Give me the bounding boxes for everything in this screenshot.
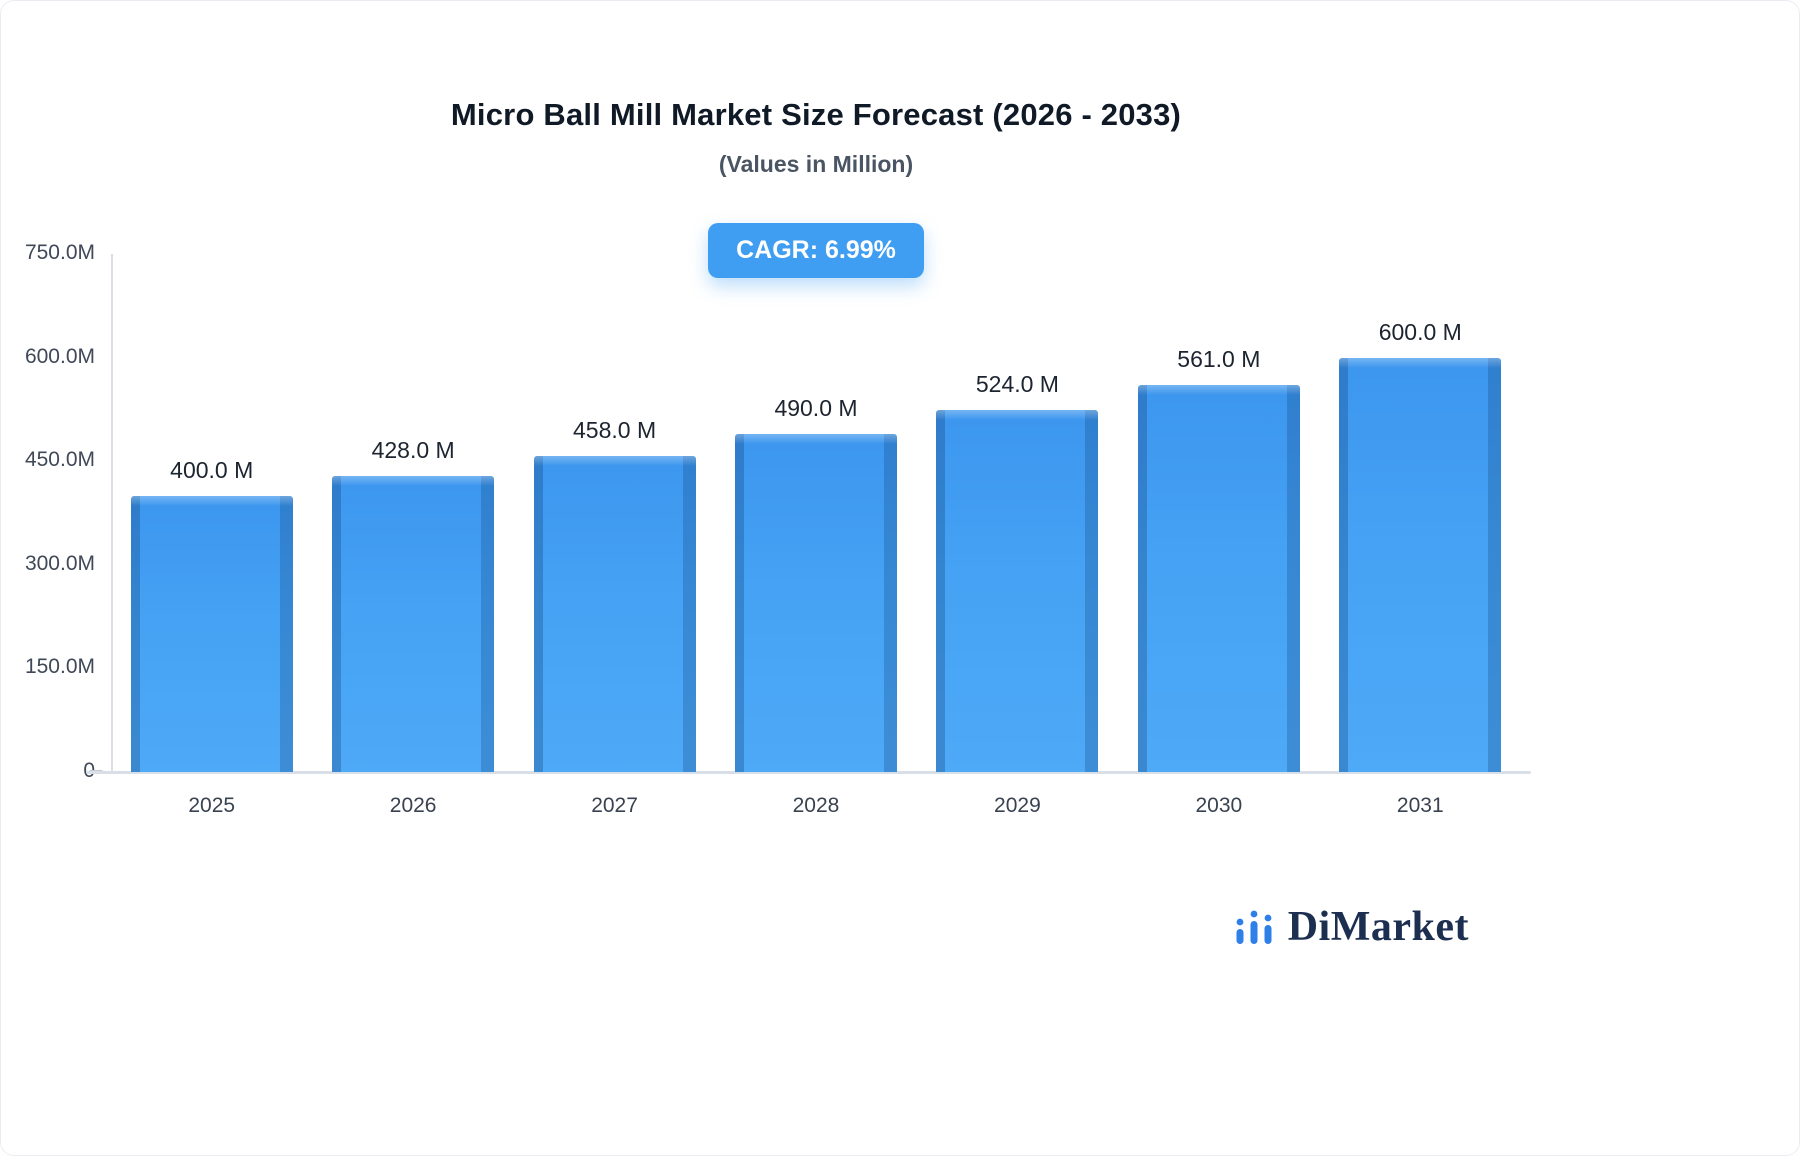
bar-2027 xyxy=(533,455,696,772)
bar-value-label: 400.0 M xyxy=(170,456,254,483)
y-axis-tick-label: 150.0M xyxy=(24,655,95,679)
bar-2025 xyxy=(130,495,293,772)
x-axis-label: 2031 xyxy=(1396,794,1444,817)
cagr-badge-row: CAGR: 6.99% xyxy=(111,223,1521,278)
bar-chart-icon xyxy=(1236,910,1272,944)
bar-slot: 458.0 M 2027 xyxy=(514,254,715,817)
chart-subtitle: (Values in Million) xyxy=(718,151,914,177)
y-axis-tick-label: 600.0M xyxy=(24,344,95,368)
dimarket-logo-text: DiMarket xyxy=(1287,904,1469,950)
x-axis-label: 2027 xyxy=(591,794,638,817)
bar-value-label: 490.0 M xyxy=(774,394,858,421)
bar-slot: 400.0 M 2025 xyxy=(111,254,312,817)
y-axis-labels: 750.0M 600.0M 450.0M 300.0M 150.0M 0 xyxy=(1,241,95,782)
y-axis-tick-label: 750.0M xyxy=(24,241,95,264)
cagr-badge: CAGR: 6.99% xyxy=(708,223,924,278)
bar-value-label: 458.0 M xyxy=(573,416,657,443)
bar-slot: 600.0 M 2031 xyxy=(1320,254,1521,817)
bar-2026 xyxy=(332,476,495,772)
bar-value-label: 600.0 M xyxy=(1378,318,1462,345)
bar-value-label: 524.0 M xyxy=(975,371,1059,398)
bar-value-label: 428.0 M xyxy=(371,437,455,464)
chart-title: Micro Ball Mill Market Size Forecast (20… xyxy=(450,97,1182,132)
bar-slot: 428.0 M 2026 xyxy=(312,254,513,817)
y-axis-line xyxy=(111,254,113,772)
x-axis-label: 2025 xyxy=(188,794,236,817)
y-axis-tick-label: 300.0M xyxy=(24,551,95,575)
y-axis-tick-label: 0 xyxy=(1,759,95,783)
bar-2029 xyxy=(936,410,1099,772)
x-axis-label: 2028 xyxy=(792,794,840,817)
bar-slot: 490.0 M 2028 xyxy=(715,254,916,817)
x-axis-label: 2026 xyxy=(389,794,437,817)
x-axis-line xyxy=(86,771,1531,774)
bar-2028 xyxy=(734,433,897,772)
bar-2030 xyxy=(1137,384,1300,772)
bar-slot: 561.0 M 2030 xyxy=(1118,254,1319,817)
x-axis-label: 2029 xyxy=(994,794,1041,817)
plot-area: 400.0 M 2025 428.0 M 2026 458.0 M 2027 490.0 M… xyxy=(86,254,1531,817)
dimarket-logo: DiMarket xyxy=(1231,903,1469,951)
bar-slot: 524.0 M 2029 xyxy=(917,254,1118,817)
bar-value-label: 561.0 M xyxy=(1177,345,1261,372)
bar-2031 xyxy=(1339,357,1502,772)
y-axis-tick-label: 450.0M xyxy=(24,448,95,472)
x-axis-label: 2030 xyxy=(1195,794,1243,817)
